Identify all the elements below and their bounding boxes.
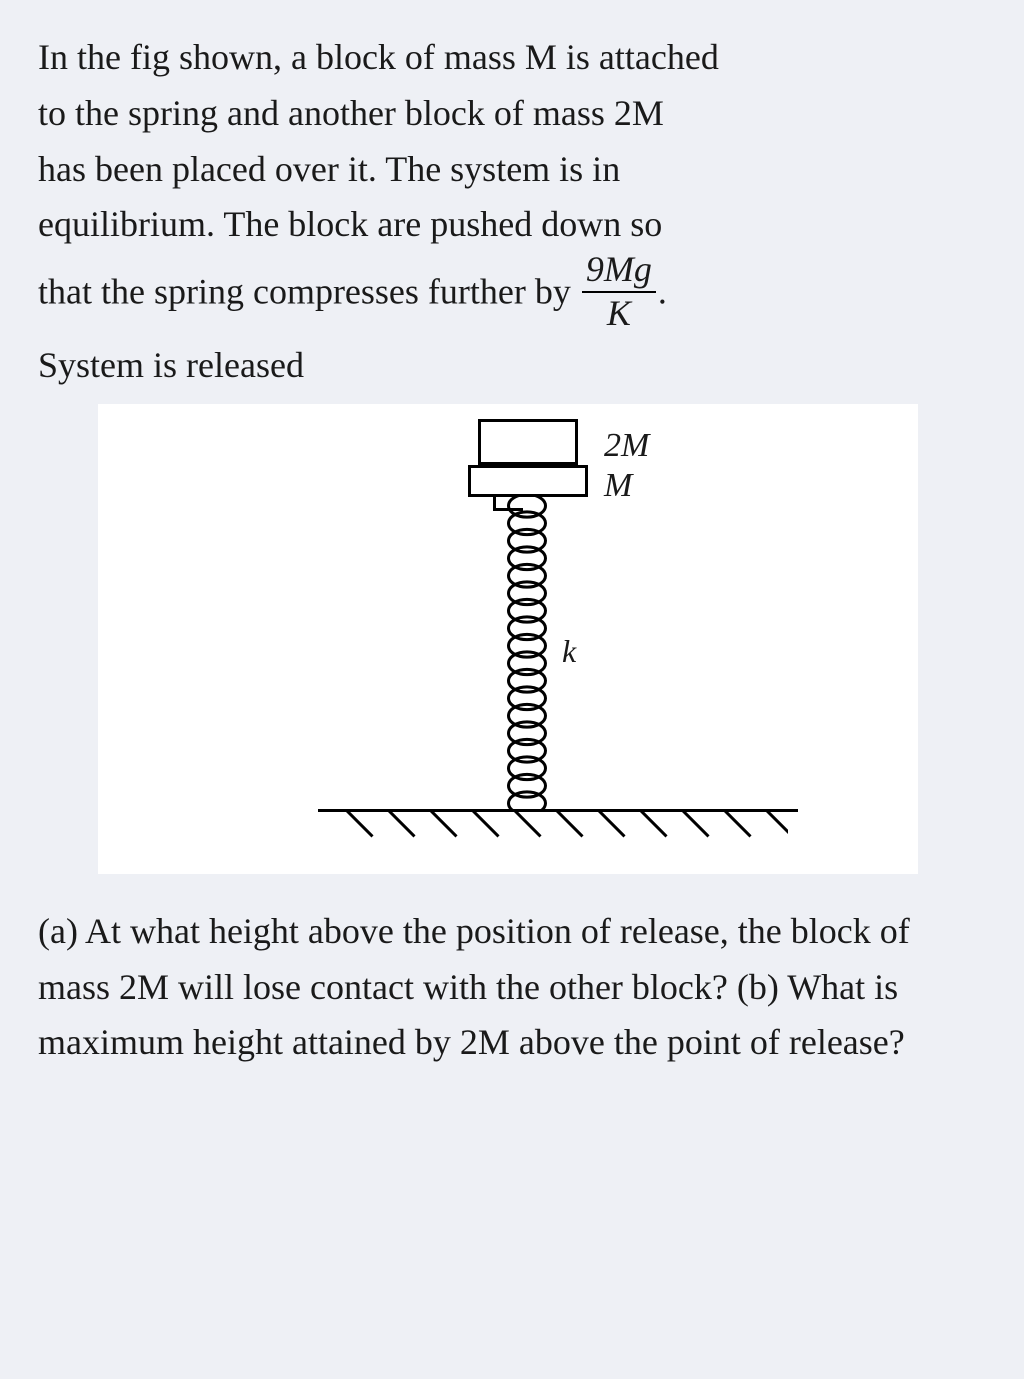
question-line: to the spring and another block of mass …: [38, 86, 986, 142]
question-line: equilibrium. The block are pushed down s…: [38, 197, 986, 253]
question-text-pre: that the spring compresses further by: [38, 272, 580, 312]
figure: 2M M k: [98, 404, 918, 874]
ground-hatching: [328, 812, 788, 840]
fraction-numerator: 9Mg: [582, 249, 656, 292]
fraction: 9MgK: [582, 249, 656, 334]
part-line: maximum height attained by 2M above the: [38, 1022, 658, 1062]
fraction-denominator: K: [582, 293, 656, 334]
part-line: contact with the other block? (b) What i…: [310, 967, 898, 1007]
part-line: point of release?: [667, 1022, 905, 1062]
diagram: 2M M k: [358, 419, 878, 859]
label-k: k: [562, 633, 576, 670]
question-line: that the spring compresses further by 9M…: [38, 253, 986, 338]
question-line: has been placed over it. The system is i…: [38, 142, 986, 198]
block-2m: [478, 419, 578, 465]
spring: [507, 497, 547, 812]
label-2m: 2M: [604, 427, 649, 465]
question-line: System is released: [38, 338, 986, 394]
question-stem: In the fig shown, a block of mass M is a…: [38, 30, 986, 394]
question-text-post: .: [658, 272, 667, 312]
question-parts: (a) At what height above the position of…: [38, 904, 986, 1071]
question-line: In the fig shown, a block of mass M is a…: [38, 30, 986, 86]
block-m: [468, 465, 588, 497]
spring-svg: [507, 497, 547, 812]
label-m: M: [604, 467, 632, 505]
part-line: (a) At what height above the position of: [38, 911, 611, 951]
